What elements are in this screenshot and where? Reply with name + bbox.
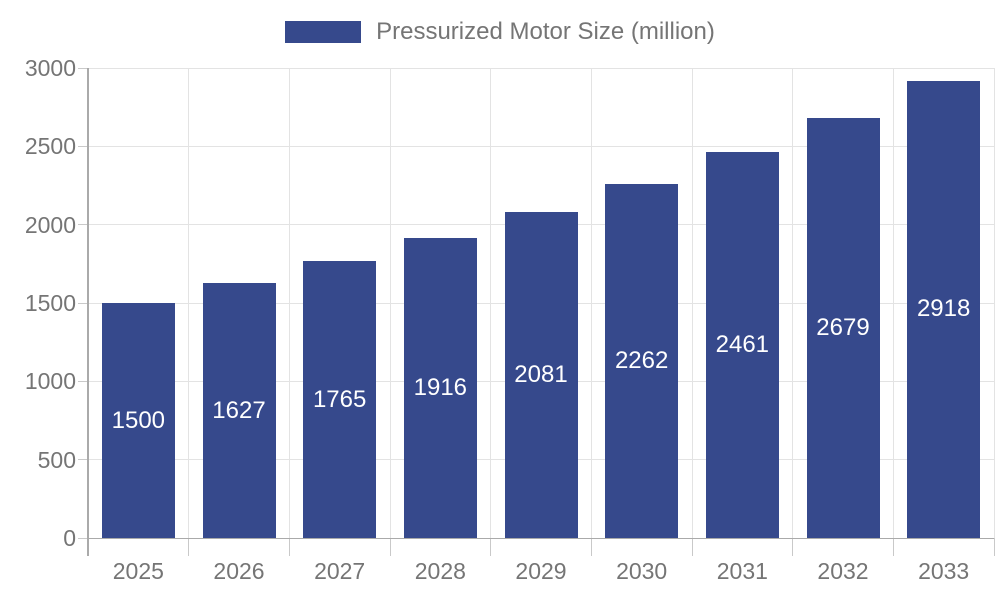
bar-value-label: 2461 bbox=[715, 331, 770, 359]
bar-2029[interactable]: 2081 bbox=[504, 211, 578, 538]
legend-label: Pressurized Motor Size (million) bbox=[376, 18, 715, 45]
bar-value-label: 2262 bbox=[614, 346, 669, 374]
x-axis-label: 2027 bbox=[314, 558, 366, 584]
bar-2027[interactable]: 1765 bbox=[303, 261, 377, 538]
x-axis-tick bbox=[590, 538, 592, 556]
y-axis-tick bbox=[78, 67, 88, 69]
x-axis-label: 2025 bbox=[112, 558, 164, 584]
x-axis-label: 2033 bbox=[918, 558, 970, 584]
y-axis-tick bbox=[78, 145, 88, 147]
gridline-vertical bbox=[892, 68, 894, 538]
x-axis-tick bbox=[892, 538, 894, 556]
y-axis-tick bbox=[78, 224, 88, 226]
y-axis-tick bbox=[78, 380, 88, 382]
bar-value-label: 2679 bbox=[816, 314, 870, 342]
bar-2026[interactable]: 1627 bbox=[202, 283, 276, 538]
bar-2033[interactable]: 2918 bbox=[907, 80, 981, 538]
gridline-horizontal bbox=[88, 145, 994, 147]
x-axis-label: 2032 bbox=[817, 558, 869, 584]
y-axis-label: 3000 bbox=[24, 55, 76, 81]
x-axis-tick bbox=[188, 538, 190, 556]
x-axis-tick bbox=[288, 538, 290, 556]
y-axis-label: 2000 bbox=[24, 211, 76, 238]
x-axis-tick bbox=[993, 538, 995, 556]
x-axis-label: 2031 bbox=[716, 558, 768, 584]
x-axis-tick bbox=[691, 538, 693, 556]
legend-item[interactable]: Pressurized Motor Size (million) bbox=[0, 20, 1000, 44]
gridline-vertical bbox=[188, 68, 190, 538]
bar-value-label: 2081 bbox=[514, 360, 568, 388]
gridline-vertical bbox=[993, 68, 995, 538]
bar-2028[interactable]: 1916 bbox=[403, 237, 477, 538]
gridline-vertical bbox=[389, 68, 391, 538]
x-axis-tick bbox=[792, 538, 794, 556]
y-axis-label: 1500 bbox=[24, 290, 76, 316]
y-axis-label: 0 bbox=[63, 525, 76, 551]
bar-2025[interactable]: 1500 bbox=[101, 303, 175, 538]
bar-value-label: 1627 bbox=[212, 396, 266, 424]
x-axis-tick bbox=[389, 538, 391, 556]
y-axis-tick bbox=[78, 459, 88, 461]
gridline-vertical bbox=[691, 68, 693, 538]
y-axis-tick bbox=[78, 302, 88, 304]
bar-value-label: 2918 bbox=[916, 295, 971, 323]
y-axis-label: 1000 bbox=[24, 368, 76, 395]
x-axis-label: 2028 bbox=[414, 558, 466, 584]
bar-2031[interactable]: 2461 bbox=[705, 152, 779, 538]
y-axis-line bbox=[87, 68, 89, 556]
y-axis-tick bbox=[78, 537, 88, 539]
x-axis-label: 2026 bbox=[213, 558, 265, 584]
bar-value-label: 1500 bbox=[111, 406, 166, 434]
x-axis-line bbox=[88, 537, 994, 539]
bar-2032[interactable]: 2679 bbox=[806, 118, 880, 538]
bar-value-label: 1916 bbox=[413, 373, 468, 401]
y-axis-label: 2500 bbox=[24, 133, 76, 160]
bar-value-label: 1765 bbox=[312, 385, 367, 413]
gridline-vertical bbox=[590, 68, 592, 538]
x-axis-label: 2030 bbox=[616, 558, 668, 584]
gridline-vertical bbox=[288, 68, 290, 538]
bar-2030[interactable]: 2262 bbox=[605, 183, 679, 538]
x-axis-label: 2029 bbox=[515, 558, 567, 584]
legend-swatch bbox=[285, 21, 362, 43]
gridline-vertical bbox=[490, 68, 492, 538]
gridline-horizontal bbox=[88, 67, 994, 69]
x-axis-tick bbox=[490, 538, 492, 556]
y-axis-label: 500 bbox=[37, 446, 76, 473]
gridline-vertical bbox=[792, 68, 794, 538]
